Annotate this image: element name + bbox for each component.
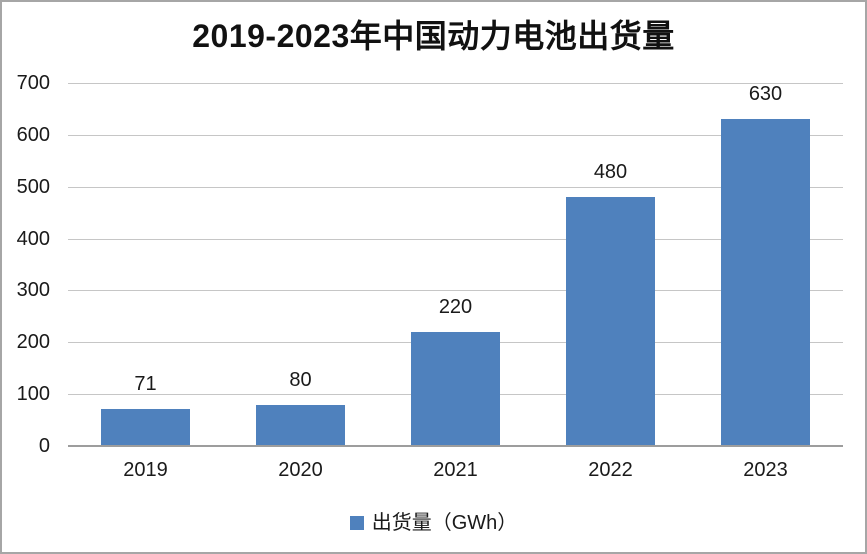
gridline bbox=[68, 186, 843, 188]
y-axis-tick-label: 200 bbox=[16, 331, 50, 354]
gridline bbox=[68, 238, 843, 240]
gridline bbox=[68, 83, 843, 84]
bar-value-label: 480 bbox=[593, 161, 628, 183]
bar-2021 bbox=[411, 332, 500, 446]
bar-value-label: 71 bbox=[134, 373, 157, 395]
legend-label: 出货量（GWh） bbox=[371, 512, 518, 534]
bar-2023 bbox=[721, 119, 810, 446]
y-axis-tick-label: 300 bbox=[16, 279, 50, 302]
gridline bbox=[68, 290, 843, 292]
x-axis-tick-label: 2021 bbox=[433, 459, 478, 481]
bar-value-label: 220 bbox=[438, 296, 473, 318]
bar-2020 bbox=[256, 405, 345, 446]
bar-2019 bbox=[101, 409, 190, 446]
x-axis-line bbox=[68, 445, 843, 447]
y-axis-tick-label: 100 bbox=[16, 383, 50, 406]
y-axis-tick-label: 400 bbox=[16, 227, 50, 250]
chart-title: 2019-2023年中国动力电池出货量 bbox=[192, 18, 675, 54]
y-axis-tick-label: 0 bbox=[38, 435, 50, 457]
legend: 出货量（GWh） bbox=[2, 511, 865, 535]
y-axis-tick-label: 500 bbox=[16, 175, 50, 198]
y-axis-tick-label: 600 bbox=[16, 123, 50, 146]
legend-swatch-icon bbox=[349, 516, 364, 530]
bar-value-label: 80 bbox=[289, 369, 312, 391]
y-axis-tick-label: 700 bbox=[16, 72, 50, 94]
x-axis-tick-label: 2023 bbox=[743, 459, 788, 481]
gridline bbox=[68, 134, 843, 136]
x-axis-tick-label: 2019 bbox=[123, 459, 168, 481]
x-axis-tick-label: 2022 bbox=[588, 459, 633, 481]
bar-2022 bbox=[566, 197, 655, 446]
bar-value-label: 630 bbox=[748, 83, 783, 105]
x-axis-tick-label: 2020 bbox=[278, 459, 323, 481]
